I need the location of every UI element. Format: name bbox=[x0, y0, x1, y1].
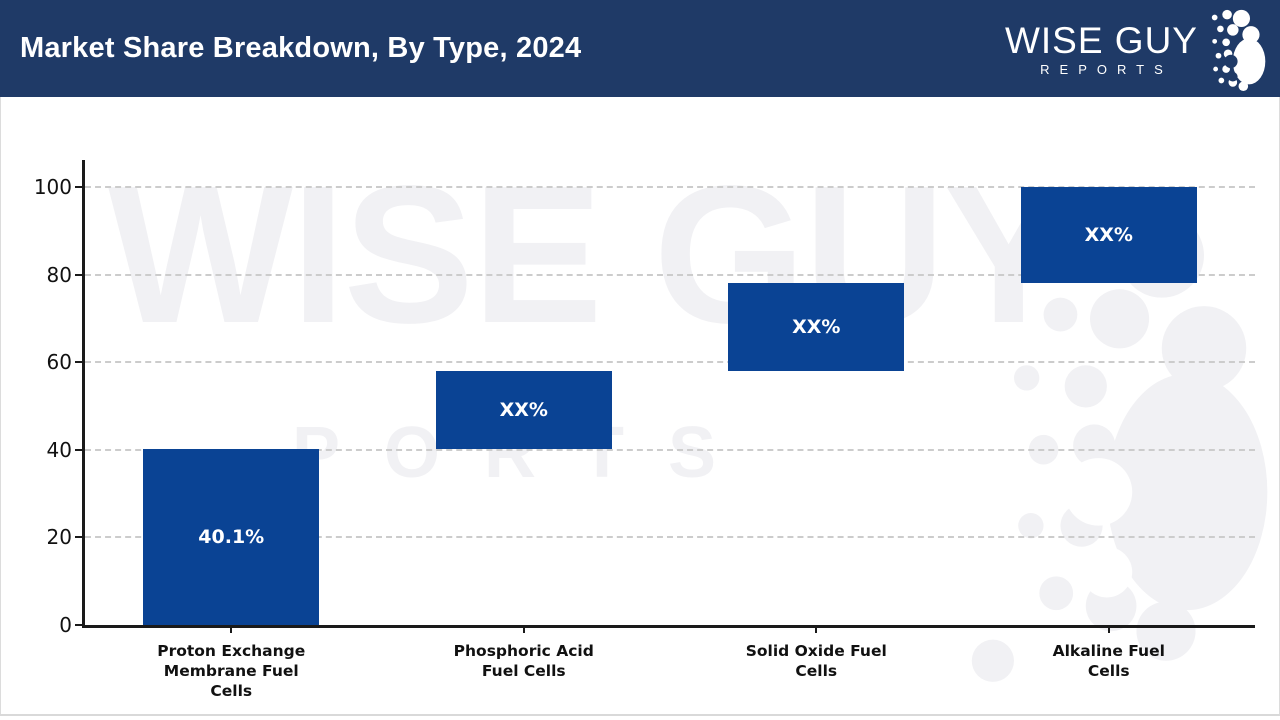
y-tick-60 bbox=[75, 361, 84, 364]
gridline-40 bbox=[85, 448, 1255, 451]
logo-wordmark-line1: WISE GUY bbox=[1004, 20, 1198, 61]
bar-value-label-4: XX% bbox=[1084, 224, 1133, 247]
x-category-label-line: Phosphoric Acid bbox=[453, 642, 594, 660]
x-category-label-4: Alkaline Fuel Cells bbox=[959, 641, 1259, 681]
y-tick-0 bbox=[75, 624, 84, 626]
x-category-label-line: Membrane Fuel bbox=[163, 662, 299, 680]
y-tick-label-100: 100 bbox=[33, 175, 72, 199]
x-category-label-3: Solid Oxide Fuel Cells bbox=[666, 641, 966, 681]
y-tick-label-40: 40 bbox=[46, 437, 72, 462]
x-tick-3 bbox=[815, 625, 818, 633]
gridline-100 bbox=[85, 186, 1255, 188]
x-axis-spine bbox=[82, 625, 1255, 628]
logo-face-icon bbox=[1211, 9, 1266, 92]
x-category-label-line: Cells bbox=[210, 682, 253, 700]
y-tick-20 bbox=[75, 536, 84, 539]
x-category-label-line: Cells bbox=[1087, 662, 1130, 680]
y-axis-spine bbox=[82, 160, 85, 628]
card-border-left bbox=[0, 97, 1, 716]
gridline-20 bbox=[85, 536, 1255, 539]
y-tick-label-80: 80 bbox=[46, 262, 72, 287]
logo-wordmark-line2: REPORTS bbox=[1040, 62, 1173, 77]
header-bar: Market Share Breakdown, By Type, 2024 WI… bbox=[0, 0, 1280, 97]
x-tick-4 bbox=[1107, 625, 1110, 633]
bar-value-label-1: 40.1% bbox=[198, 526, 265, 549]
x-category-label-line: Cells bbox=[795, 662, 838, 680]
x-category-label-line: Proton Exchange bbox=[157, 642, 306, 660]
x-tick-2 bbox=[522, 625, 525, 633]
bar-value-label-3: XX% bbox=[792, 315, 841, 338]
y-tick-label-60: 60 bbox=[46, 350, 72, 375]
bar-1: 40.1% bbox=[143, 449, 320, 625]
x-category-label-line: Alkaline Fuel bbox=[1052, 642, 1165, 660]
card-border-bottom bbox=[0, 714, 1280, 716]
x-category-label-2: Phosphoric Acid Fuel Cells bbox=[374, 641, 674, 681]
bar-2: XX% bbox=[435, 370, 612, 450]
x-category-label-line: Solid Oxide Fuel bbox=[745, 642, 887, 660]
gridline-80 bbox=[85, 273, 1255, 276]
bar-3: XX% bbox=[728, 283, 905, 371]
y-tick-80 bbox=[75, 273, 84, 276]
brand-logo: WISE GUY REPORTS bbox=[1005, 6, 1272, 92]
x-tick-1 bbox=[230, 625, 233, 633]
x-category-label-1: Proton Exchange Membrane Fuel Cells bbox=[81, 641, 381, 701]
y-tick-label-20: 20 bbox=[46, 525, 72, 550]
gridline-60 bbox=[85, 361, 1255, 364]
y-tick-40 bbox=[75, 448, 84, 451]
x-category-label-line: Fuel Cells bbox=[481, 662, 566, 680]
y-tick-label-0: 0 bbox=[59, 613, 72, 637]
y-tick-100 bbox=[75, 186, 84, 188]
chart-title: Market Share Breakdown, By Type, 2024 bbox=[20, 32, 582, 64]
bar-value-label-2: XX% bbox=[499, 398, 548, 421]
logo-wordmark: WISE GUY REPORTS bbox=[1004, 20, 1198, 78]
bar-4: XX% bbox=[1020, 187, 1197, 284]
